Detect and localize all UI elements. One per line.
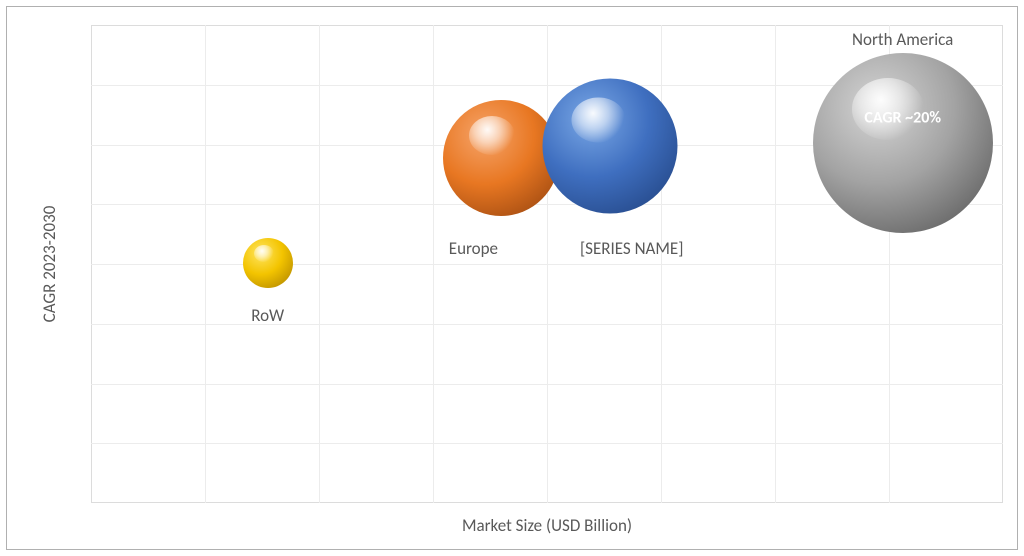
bubble--series-name- xyxy=(542,78,677,213)
bubble-label: North America xyxy=(852,29,953,50)
bubble-row xyxy=(243,238,293,288)
bubble-label: Europe xyxy=(449,238,498,259)
gridline-h xyxy=(91,443,1003,444)
chart-frame: CAGR 2023-2030 RoW Europe [SERIES NAME] Nor… xyxy=(6,6,1018,550)
y-axis-title: CAGR 2023-2030 xyxy=(39,206,60,323)
bubble-north-america xyxy=(813,53,993,233)
x-axis-title: Market Size (USD Billion) xyxy=(462,515,632,536)
bubble-inner-label: CAGR ~20% xyxy=(864,109,941,128)
gridline-h xyxy=(91,384,1003,385)
bubble-highlight xyxy=(572,97,626,143)
bubble-highlight xyxy=(254,245,274,262)
plot-area: RoW Europe [SERIES NAME] North America CAGR … xyxy=(91,25,1003,503)
bubble-highlight xyxy=(469,116,515,155)
bubble-europe xyxy=(443,100,559,216)
gridline-h xyxy=(91,264,1003,265)
bubble-label: RoW xyxy=(251,305,284,326)
bubble-label: [SERIES NAME] xyxy=(580,238,684,259)
gridline-h xyxy=(91,324,1003,325)
